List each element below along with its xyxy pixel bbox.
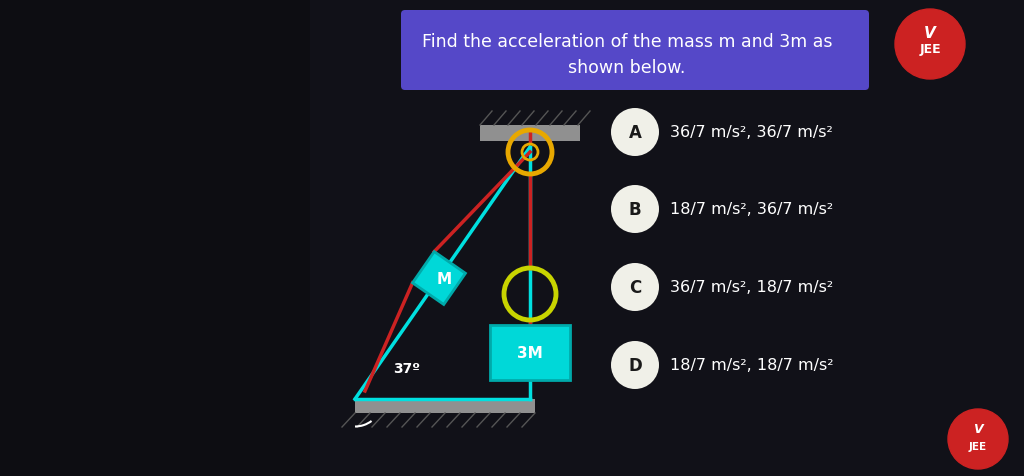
Text: D: D xyxy=(628,356,642,374)
Circle shape xyxy=(611,186,659,234)
Text: B: B xyxy=(629,200,641,218)
Text: 36/7 m/s², 36/7 m/s²: 36/7 m/s², 36/7 m/s² xyxy=(670,125,833,140)
Text: V: V xyxy=(924,25,936,40)
Text: V: V xyxy=(973,423,983,436)
Circle shape xyxy=(611,109,659,157)
Text: 36/7 m/s², 18/7 m/s²: 36/7 m/s², 18/7 m/s² xyxy=(670,280,834,295)
Bar xyxy=(480,126,580,142)
Bar xyxy=(355,399,535,413)
Text: Find the acceleration of the mass m and 3m as
shown below.: Find the acceleration of the mass m and … xyxy=(422,33,833,77)
Text: JEE: JEE xyxy=(969,441,987,451)
Text: C: C xyxy=(629,278,641,297)
Circle shape xyxy=(611,341,659,389)
Text: 37º: 37º xyxy=(393,361,420,375)
Text: 18/7 m/s², 18/7 m/s²: 18/7 m/s², 18/7 m/s² xyxy=(670,358,834,373)
Bar xyxy=(0,0,310,476)
Polygon shape xyxy=(413,252,466,305)
Circle shape xyxy=(948,409,1008,469)
Text: 18/7 m/s², 36/7 m/s²: 18/7 m/s², 36/7 m/s² xyxy=(670,202,834,217)
FancyBboxPatch shape xyxy=(401,11,869,91)
Text: M: M xyxy=(436,271,452,286)
Circle shape xyxy=(611,263,659,311)
Text: 3M: 3M xyxy=(517,345,543,360)
Text: A: A xyxy=(629,124,641,142)
Bar xyxy=(490,325,570,380)
Circle shape xyxy=(895,10,965,80)
Text: JEE: JEE xyxy=(920,43,941,56)
